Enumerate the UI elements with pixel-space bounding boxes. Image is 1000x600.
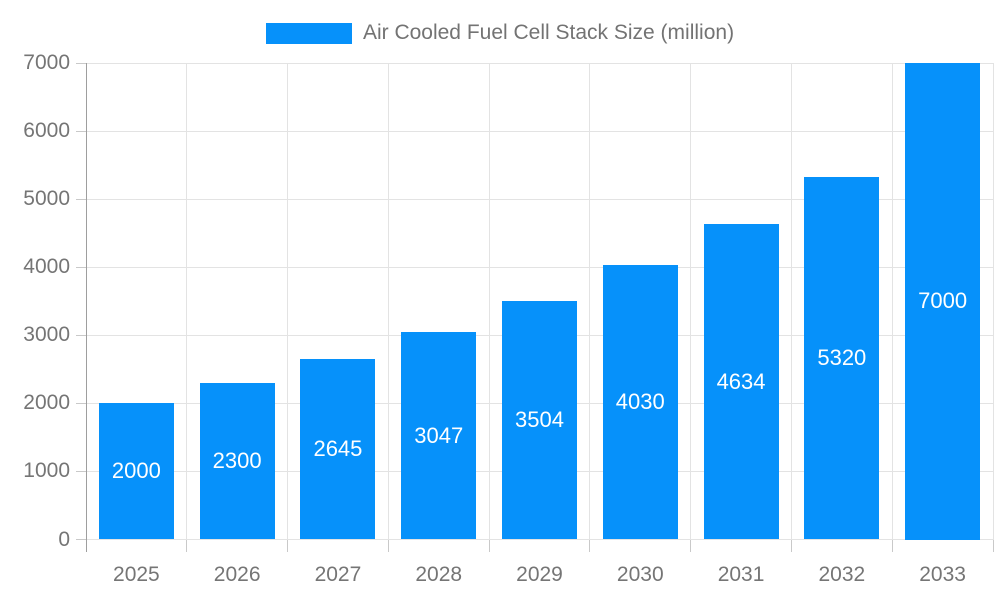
gridline-vertical xyxy=(186,63,188,540)
legend-label: Air Cooled Fuel Cell Stack Size (million… xyxy=(362,21,735,44)
y-axis-tick xyxy=(76,402,86,404)
x-axis-label: 2032 xyxy=(818,563,866,586)
bar-2027[interactable] xyxy=(300,359,376,540)
y-axis-label: 0 xyxy=(58,527,70,551)
y-axis-label: 1000 xyxy=(23,459,70,483)
x-axis-label: 2033 xyxy=(919,563,966,586)
bar-2025[interactable] xyxy=(98,403,174,540)
legend-swatch xyxy=(265,22,352,44)
y-axis-tick xyxy=(76,198,86,200)
gridline-vertical xyxy=(589,63,591,540)
x-axis-tick xyxy=(488,539,490,552)
gridline-vertical xyxy=(891,63,893,540)
x-axis-label: 2027 xyxy=(314,563,362,586)
gridline-vertical xyxy=(790,63,792,540)
bar-2026[interactable] xyxy=(199,382,275,540)
x-axis-label: 2028 xyxy=(415,563,463,586)
x-axis-tick xyxy=(891,539,893,552)
gridline-vertical xyxy=(287,63,289,540)
bar-2031[interactable] xyxy=(703,224,779,540)
gridline-horizontal xyxy=(86,198,993,200)
y-axis-tick xyxy=(76,266,86,268)
gridline-horizontal xyxy=(86,266,993,268)
gridline-vertical xyxy=(992,63,994,540)
y-axis-label: 4000 xyxy=(23,255,70,279)
y-axis-tick xyxy=(76,62,86,64)
x-axis-label: 2026 xyxy=(213,563,261,586)
y-axis-line xyxy=(85,63,87,552)
y-axis-label: 3000 xyxy=(23,323,70,347)
y-axis-label: 2000 xyxy=(23,391,70,415)
x-axis-tick xyxy=(589,539,591,552)
x-axis-label: 2030 xyxy=(616,563,664,586)
x-axis-tick xyxy=(287,539,289,552)
bar-2030[interactable] xyxy=(602,265,678,540)
y-axis-tick xyxy=(76,130,86,132)
legend[interactable]: Air Cooled Fuel Cell Stack Size (million… xyxy=(0,20,1000,46)
y-axis-label: 6000 xyxy=(23,119,70,143)
x-axis-label: 2029 xyxy=(516,563,563,586)
y-axis-label: 5000 xyxy=(23,187,70,211)
gridline-horizontal xyxy=(86,539,993,540)
x-axis-label: 2031 xyxy=(717,563,765,586)
bar-2029[interactable] xyxy=(502,300,577,540)
gridline-horizontal xyxy=(86,62,993,64)
y-axis-label: 7000 xyxy=(23,51,70,74)
bar-2033[interactable] xyxy=(905,63,981,540)
x-axis-tick xyxy=(992,539,994,552)
bar-2032[interactable] xyxy=(804,177,880,540)
gridline-vertical xyxy=(690,63,692,540)
y-axis-tick xyxy=(76,334,86,336)
x-axis-tick xyxy=(387,539,389,552)
x-axis-tick xyxy=(186,539,188,552)
x-axis-tick xyxy=(790,539,792,552)
y-axis-tick xyxy=(76,470,86,472)
y-axis-tick xyxy=(76,539,86,540)
gridline-vertical xyxy=(488,63,490,540)
x-axis-tick xyxy=(690,539,692,552)
gridline-horizontal xyxy=(86,130,993,132)
gridline-vertical xyxy=(387,63,389,540)
x-axis-label: 2025 xyxy=(113,563,160,586)
bar-2028[interactable] xyxy=(401,332,477,540)
